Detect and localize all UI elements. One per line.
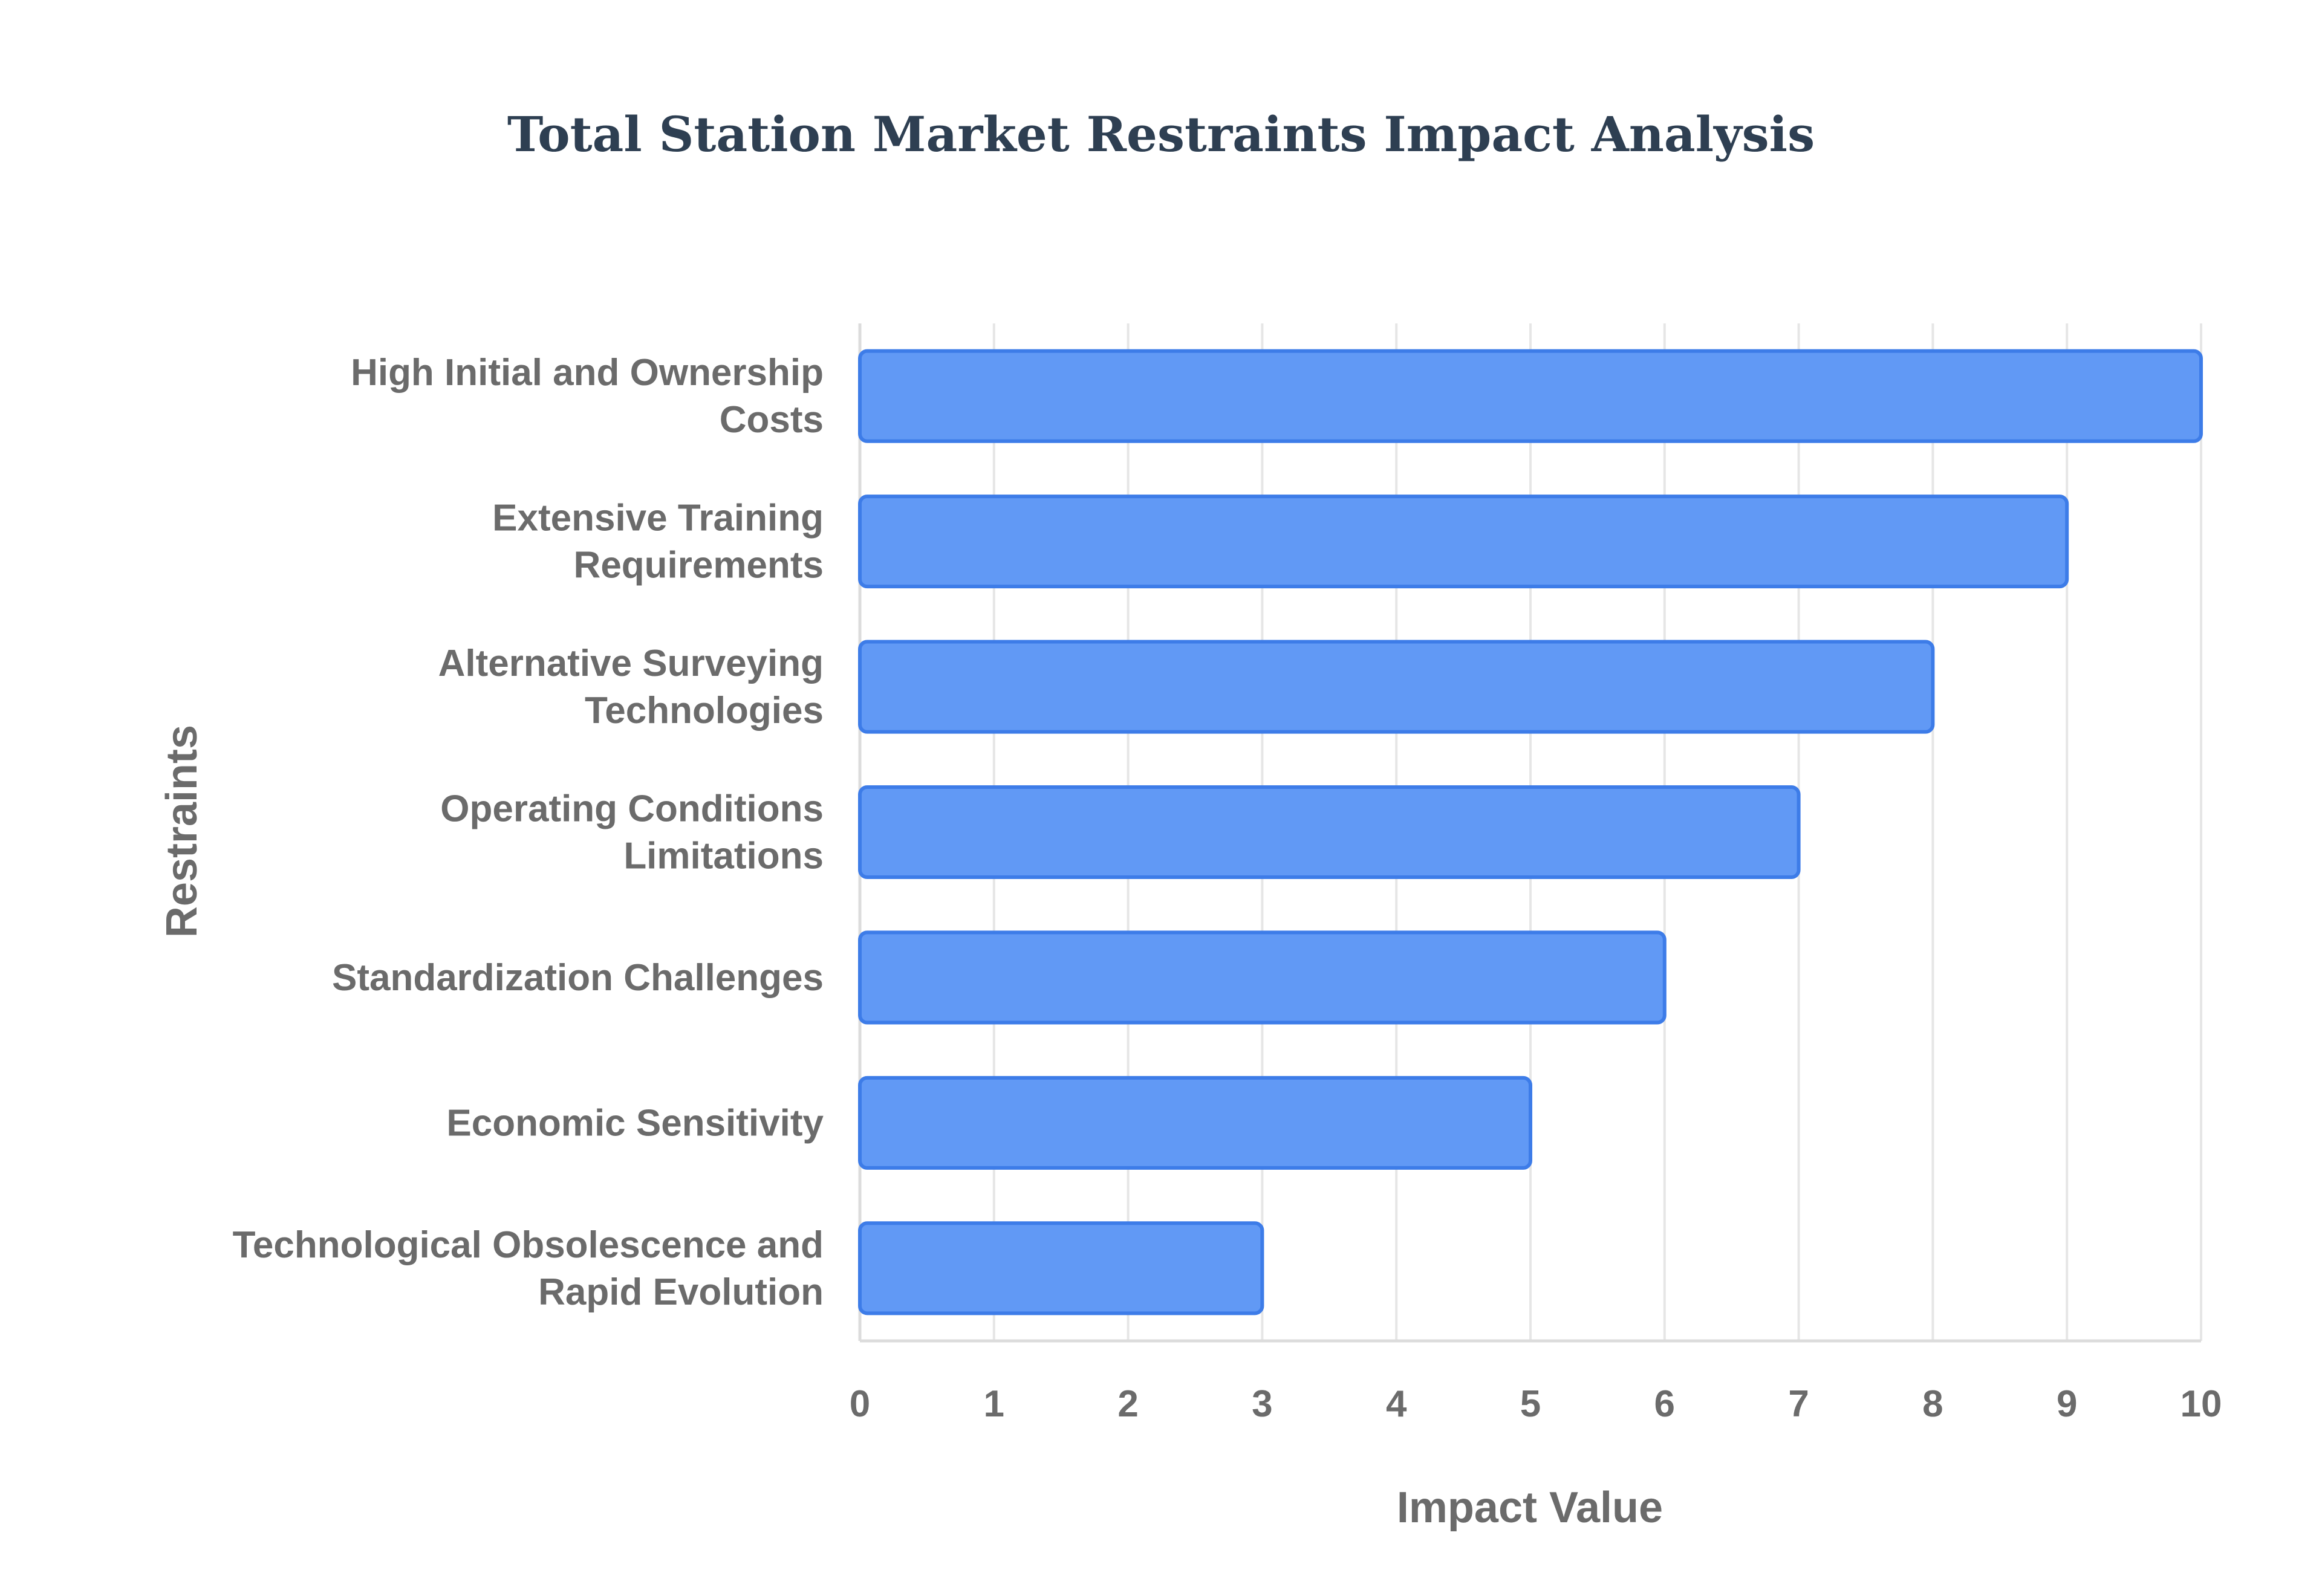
category-label: Economic Sensitivity bbox=[446, 1102, 824, 1144]
x-tick-label: 2 bbox=[1117, 1383, 1138, 1425]
x-tick-label: 4 bbox=[1386, 1383, 1407, 1425]
category-labels: High Initial and Ownership Costs Extensive… bbox=[233, 352, 824, 1313]
x-tick-label: 8 bbox=[1922, 1383, 1943, 1425]
bar bbox=[858, 930, 1667, 1025]
x-tick-label: 5 bbox=[1520, 1383, 1541, 1425]
x-tick-label: 1 bbox=[984, 1383, 1004, 1425]
bar bbox=[858, 495, 2069, 589]
category-label: High Initial and Ownership Costs bbox=[351, 352, 824, 441]
bars bbox=[858, 349, 2203, 1315]
bar bbox=[858, 1221, 1264, 1315]
bar bbox=[858, 349, 2203, 443]
y-axis-title: Restraints bbox=[158, 725, 206, 938]
category-label: Operating Conditions Limitations bbox=[440, 788, 824, 877]
category-label: Technological Obsolescence and Rapid Evol… bbox=[233, 1224, 824, 1313]
category-label: Alternative Surveying Technologies bbox=[438, 643, 824, 731]
x-tick-label: 10 bbox=[2181, 1383, 2222, 1425]
chart-title: Total Station Market Restraints Impact A… bbox=[507, 106, 1815, 163]
category-label: Standardization Challenges bbox=[332, 957, 824, 999]
category-label: Extensive Training Requirements bbox=[492, 498, 824, 586]
bar bbox=[858, 640, 1935, 734]
x-tick-label: 6 bbox=[1654, 1383, 1675, 1425]
x-axis-title: Impact Value bbox=[1397, 1484, 1663, 1532]
x-tick-label: 0 bbox=[850, 1383, 870, 1425]
x-tick-labels: 0 1 2 3 4 5 6 7 8 9 10 bbox=[850, 1383, 2222, 1425]
bar bbox=[858, 1075, 1532, 1170]
x-tick-label: 7 bbox=[1788, 1383, 1809, 1425]
x-tick-label: 3 bbox=[1252, 1383, 1272, 1425]
bar bbox=[858, 785, 1801, 880]
x-tick-label: 9 bbox=[2057, 1383, 2077, 1425]
